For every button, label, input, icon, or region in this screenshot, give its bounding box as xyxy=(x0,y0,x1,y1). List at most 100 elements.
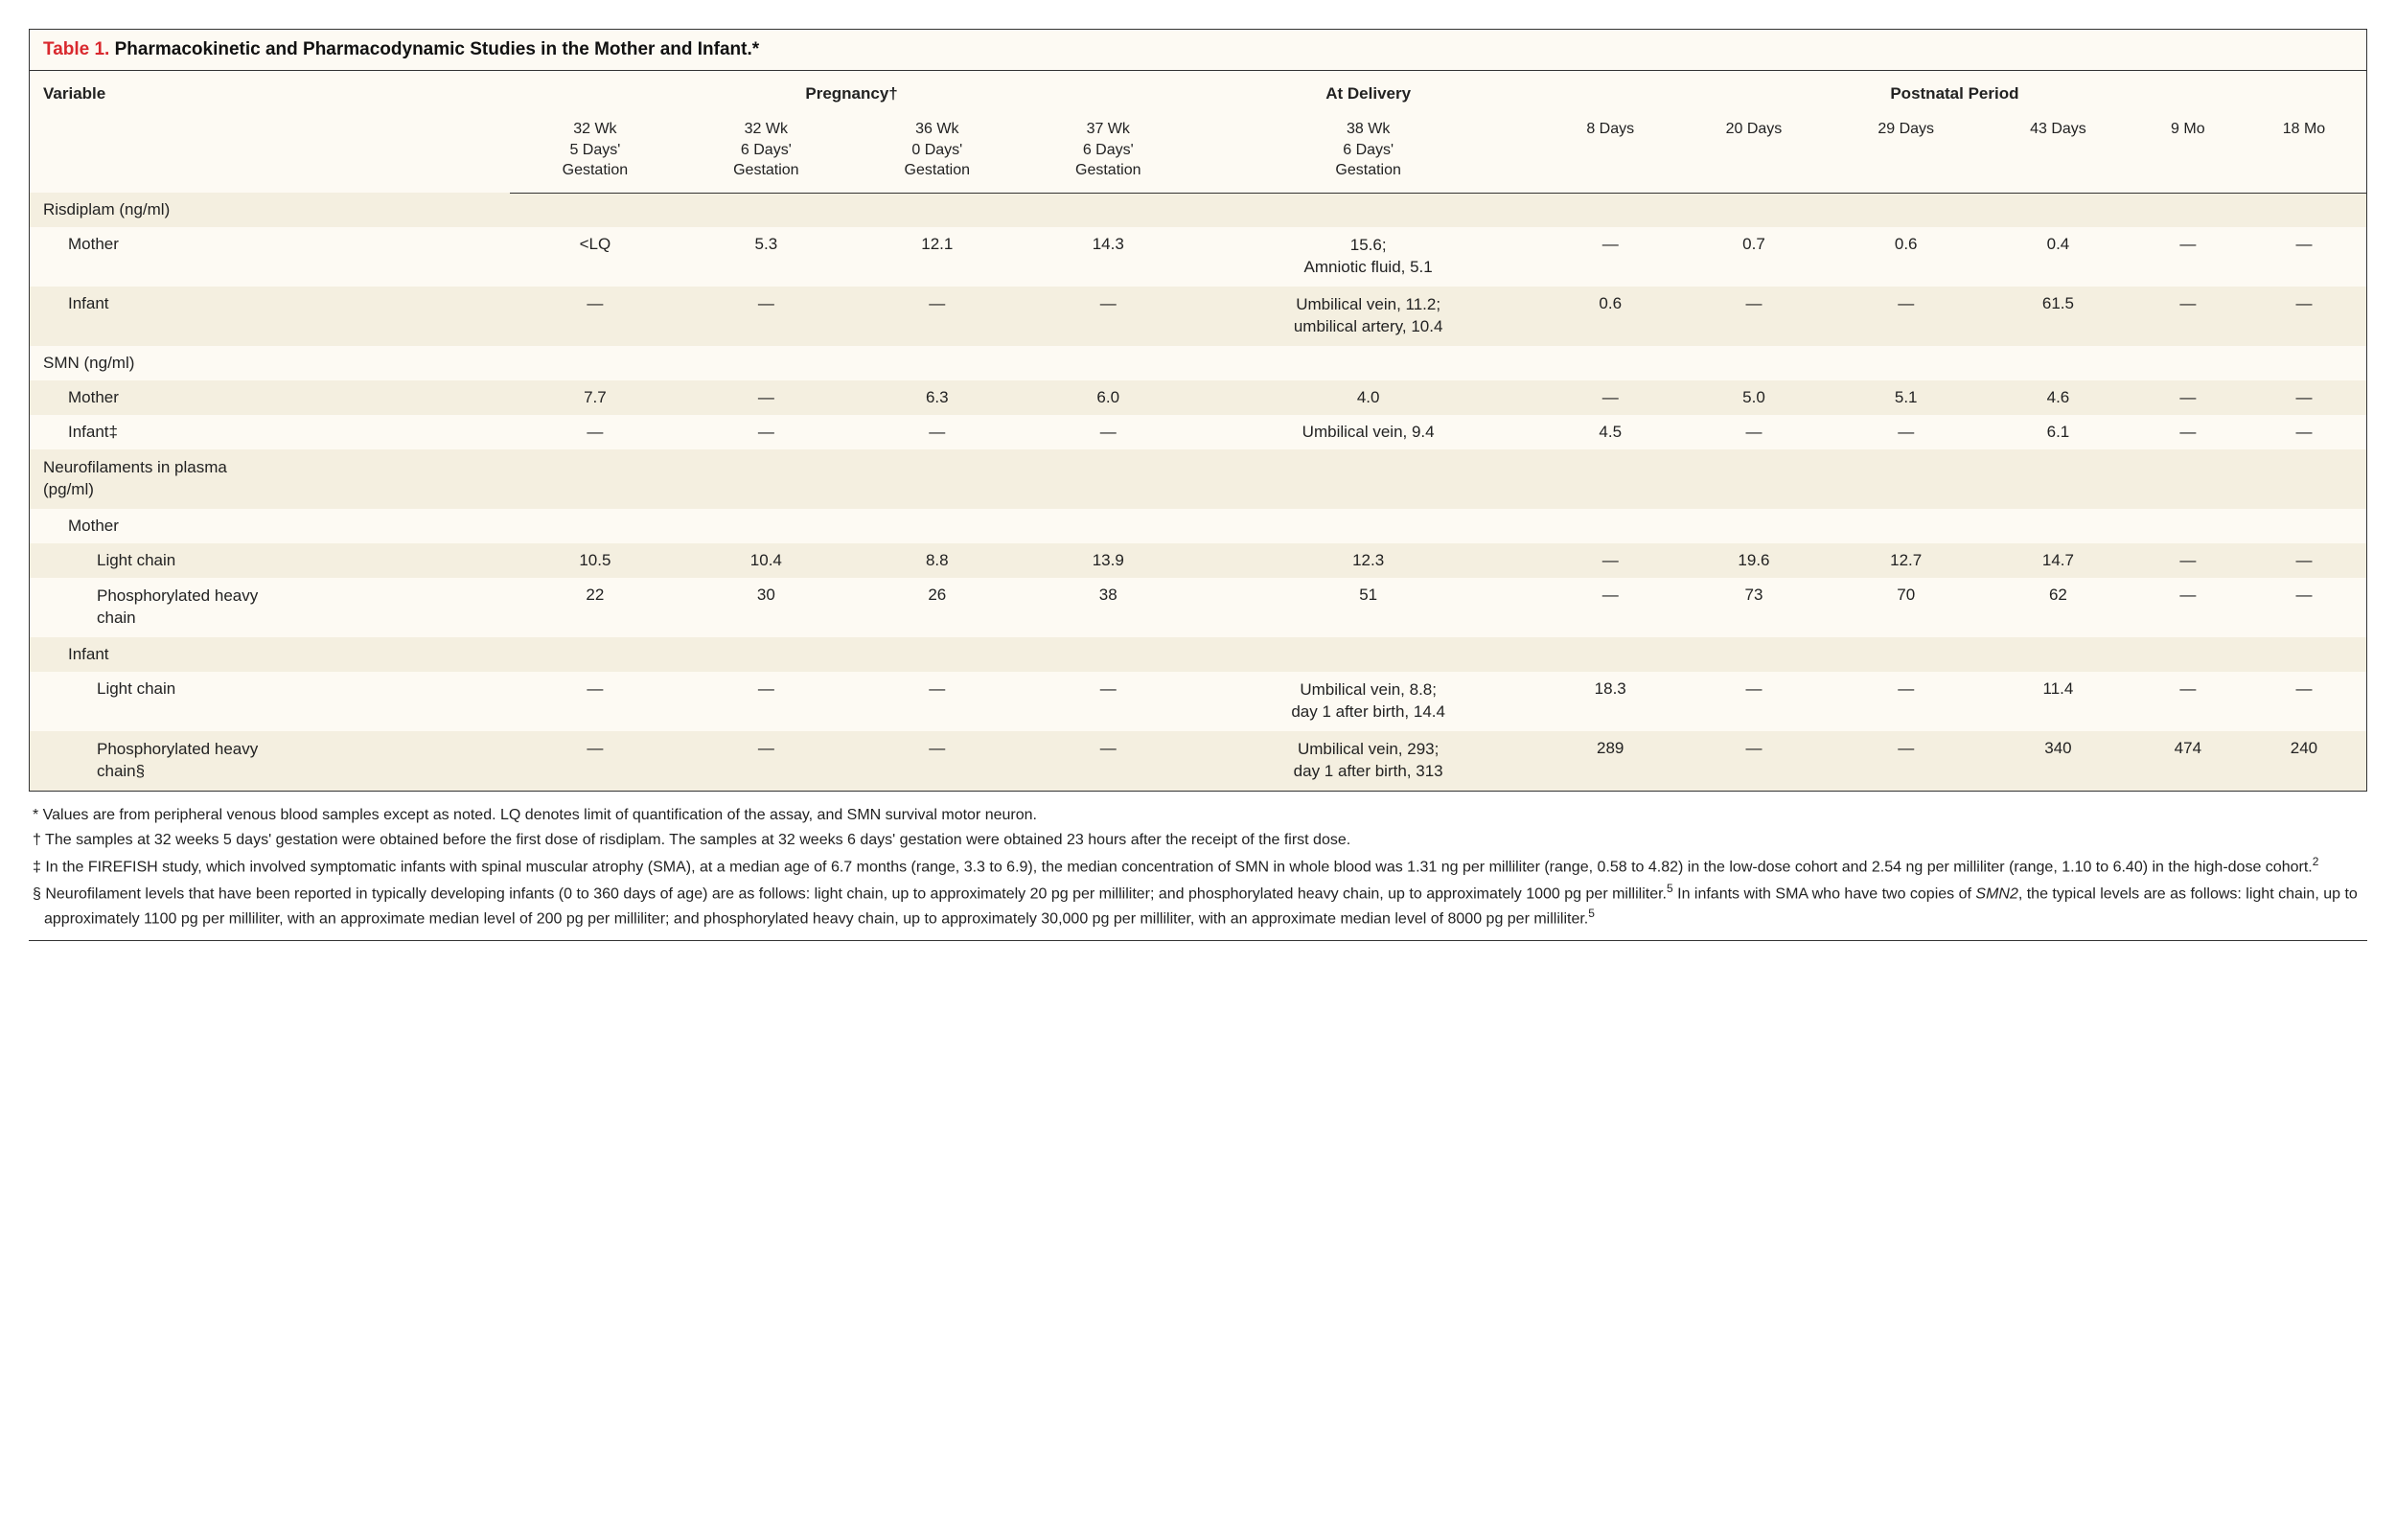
cell: 5.1 xyxy=(1830,380,1982,415)
col-group-pregnancy: Pregnancy† xyxy=(510,71,1194,111)
cell: 15.6;Amniotic fluid, 5.1 xyxy=(1193,227,1542,287)
cell: 12.1 xyxy=(852,227,1023,287)
cell: — xyxy=(852,415,1023,449)
cell: 51 xyxy=(1193,578,1542,637)
footnote: § Neurofilament levels that have been re… xyxy=(33,881,2363,930)
footnote: † The samples at 32 weeks 5 days' gestat… xyxy=(33,829,2363,851)
cell: 14.3 xyxy=(1023,227,1193,287)
cell: — xyxy=(510,287,680,346)
cell: — xyxy=(852,672,1023,731)
table-row: Neurofilaments in plasma(pg/ml) xyxy=(30,449,2366,509)
cell: — xyxy=(680,380,851,415)
cell: — xyxy=(1678,731,1831,791)
cell: 38 xyxy=(1023,578,1193,637)
cell: 0.6 xyxy=(1543,287,1678,346)
cell: — xyxy=(1678,672,1831,731)
cell: 5.3 xyxy=(680,227,851,287)
cell: 4.0 xyxy=(1193,380,1542,415)
col-group-postnatal: Postnatal Period xyxy=(1543,71,2366,111)
col-c4: 37 Wk6 Days'Gestation xyxy=(1023,111,1193,193)
col-c5: 38 Wk6 Days'Gestation xyxy=(1193,111,1542,193)
row-label: Risdiplam (ng/ml) xyxy=(30,193,510,227)
cell: 13.9 xyxy=(1023,543,1193,578)
cell: 18.3 xyxy=(1543,672,1678,731)
table-frame: Table 1. Pharmacokinetic and Pharmacodyn… xyxy=(29,29,2367,792)
cell: — xyxy=(1023,672,1193,731)
cell: 12.7 xyxy=(1830,543,1982,578)
cell: 10.4 xyxy=(680,543,851,578)
footnote-text: § Neurofilament levels that have been re… xyxy=(33,886,1667,903)
footnote: ‡ In the FIREFISH study, which involved … xyxy=(33,854,2363,879)
cell: — xyxy=(2134,415,2242,449)
table-row: Mother <LQ 5.3 12.1 14.3 15.6;Amniotic f… xyxy=(30,227,2366,287)
cell: — xyxy=(2134,543,2242,578)
cell: — xyxy=(2242,287,2366,346)
cell: 0.4 xyxy=(1982,227,2134,287)
cell: — xyxy=(2134,227,2242,287)
cell: — xyxy=(2242,227,2366,287)
cell: 14.7 xyxy=(1982,543,2134,578)
cell: 10.5 xyxy=(510,543,680,578)
row-label: Phosphorylated heavychain xyxy=(30,578,510,637)
cell: — xyxy=(1678,287,1831,346)
row-label: SMN (ng/ml) xyxy=(30,346,510,380)
row-label: Phosphorylated heavychain§ xyxy=(30,731,510,791)
table-caption: Pharmacokinetic and Pharmacodynamic Stud… xyxy=(115,39,760,59)
row-label: Light chain xyxy=(30,543,510,578)
col-c3: 36 Wk0 Days'Gestation xyxy=(852,111,1023,193)
footnote: * Values are from peripheral venous bloo… xyxy=(33,804,2363,826)
cell: 11.4 xyxy=(1982,672,2134,731)
cell: — xyxy=(2242,672,2366,731)
cell: — xyxy=(2134,287,2242,346)
row-label: Mother xyxy=(30,509,510,543)
cell: 7.7 xyxy=(510,380,680,415)
cell: 474 xyxy=(2134,731,2242,791)
cell: 5.0 xyxy=(1678,380,1831,415)
table-label: Table 1. xyxy=(43,39,109,59)
col-c11: 18 Mo xyxy=(2242,111,2366,193)
cell: — xyxy=(1543,543,1678,578)
row-label: Neurofilaments in plasma(pg/ml) xyxy=(30,449,510,509)
cell: — xyxy=(2242,415,2366,449)
cell: 22 xyxy=(510,578,680,637)
cell: — xyxy=(680,731,851,791)
row-label: Infant xyxy=(30,637,510,672)
cell: — xyxy=(1023,287,1193,346)
cell: — xyxy=(1830,415,1982,449)
cell: 4.6 xyxy=(1982,380,2134,415)
cell: 12.3 xyxy=(1193,543,1542,578)
footnote-sup: 5 xyxy=(1667,882,1673,895)
cell: 340 xyxy=(1982,731,2134,791)
table-row: Infant‡ — — — — Umbilical vein, 9.4 4.5 … xyxy=(30,415,2366,449)
footnotes: * Values are from peripheral venous bloo… xyxy=(29,792,2367,942)
cell: 61.5 xyxy=(1982,287,2134,346)
cell: — xyxy=(1543,380,1678,415)
cell: — xyxy=(510,672,680,731)
row-label: Infant xyxy=(30,287,510,346)
cell: 70 xyxy=(1830,578,1982,637)
cell: 4.5 xyxy=(1543,415,1678,449)
table-row: SMN (ng/ml) xyxy=(30,346,2366,380)
table-row: Risdiplam (ng/ml) xyxy=(30,193,2366,227)
table-row: Light chain — — — — Umbilical vein, 8.8;… xyxy=(30,672,2366,731)
cell: — xyxy=(852,731,1023,791)
cell: 0.6 xyxy=(1830,227,1982,287)
col-variable: Variable xyxy=(30,71,510,193)
table-row: Light chain 10.5 10.4 8.8 13.9 12.3 — 19… xyxy=(30,543,2366,578)
table-row: Phosphorylated heavychain§ — — — — Umbil… xyxy=(30,731,2366,791)
cell: — xyxy=(680,287,851,346)
cell: 26 xyxy=(852,578,1023,637)
col-c8: 29 Days xyxy=(1830,111,1982,193)
cell: — xyxy=(2242,380,2366,415)
table-row: Mother 7.7 — 6.3 6.0 4.0 — 5.0 5.1 4.6 —… xyxy=(30,380,2366,415)
row-label: Light chain xyxy=(30,672,510,731)
col-group-delivery: At Delivery xyxy=(1193,71,1542,111)
table-row: Infant — — — — Umbilical vein, 11.2;umbi… xyxy=(30,287,2366,346)
cell: 6.0 xyxy=(1023,380,1193,415)
table-row: Phosphorylated heavychain 22 30 26 38 51… xyxy=(30,578,2366,637)
cell: Umbilical vein, 293;day 1 after birth, 3… xyxy=(1193,731,1542,791)
col-c7: 20 Days xyxy=(1678,111,1831,193)
footnote-italic: SMN2 xyxy=(1975,886,2017,903)
cell: — xyxy=(1678,415,1831,449)
cell: — xyxy=(1543,578,1678,637)
